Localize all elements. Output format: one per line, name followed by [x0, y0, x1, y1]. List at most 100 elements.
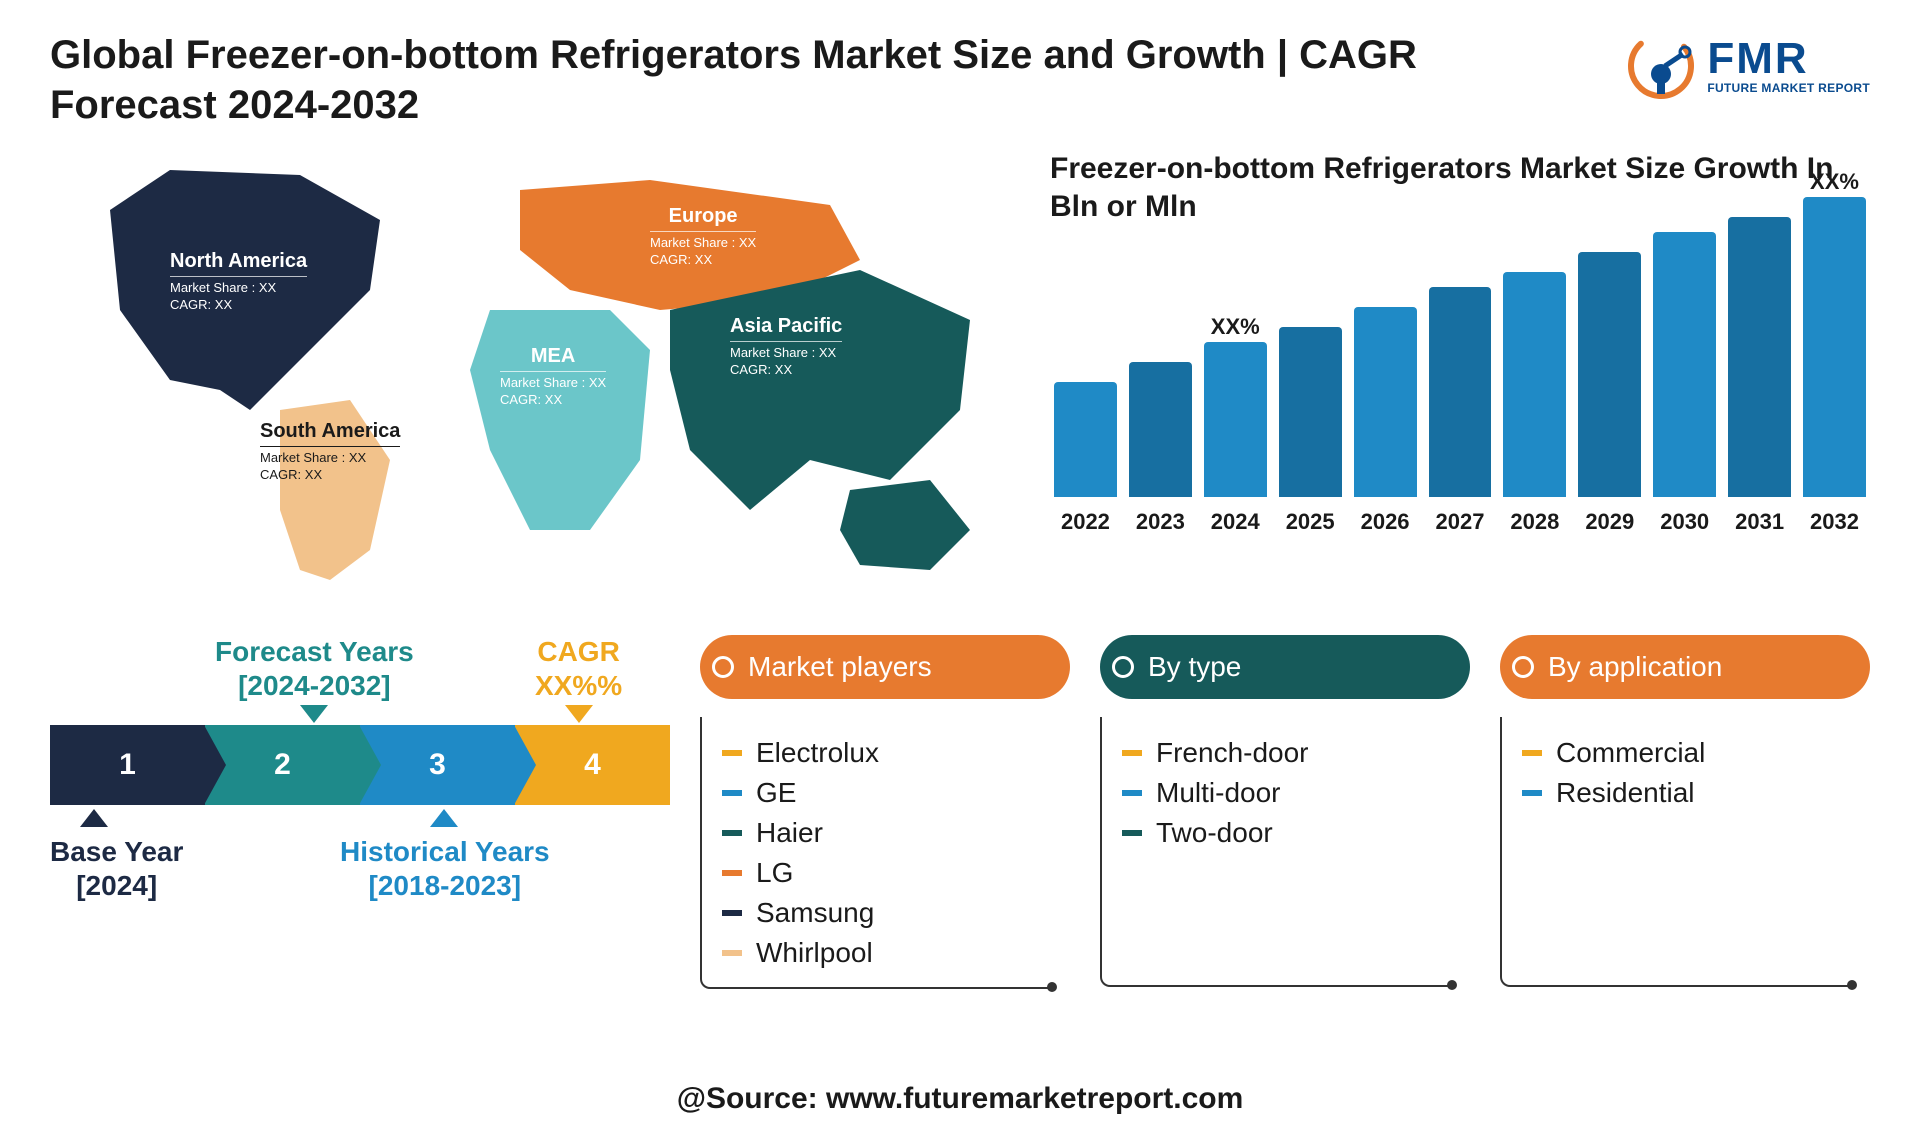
tick-icon: [1122, 750, 1142, 756]
bar-year-label: 2029: [1585, 509, 1634, 535]
list-players: ElectroluxGEHaierLGSamsungWhirlpool: [722, 737, 1042, 969]
list-item-label: LG: [756, 857, 793, 889]
bar-wrap: 2026: [1354, 307, 1417, 535]
list-item: LG: [722, 857, 1042, 889]
tick-icon: [1122, 790, 1142, 796]
region-label-na: North America Market Share : XXCAGR: XX: [170, 250, 307, 314]
list-type: French-door Multi-door Two-door: [1122, 737, 1442, 849]
bar-year-label: 2024: [1211, 509, 1260, 535]
bar-wrap: 2027: [1429, 287, 1492, 535]
tick-icon: [722, 750, 742, 756]
bar-year-label: 2031: [1735, 509, 1784, 535]
bar: [1204, 342, 1267, 497]
region-label-ap: Asia Pacific Market Share : XXCAGR: XX: [730, 315, 842, 379]
list-item: Whirlpool: [722, 937, 1042, 969]
bar-chart-title: Freezer-on-bottom Refrigerators Market S…: [1050, 150, 1870, 225]
timeline: Forecast Years [2024-2032] CAGR XX%% 123…: [50, 635, 670, 805]
bar-wrap: 2028: [1503, 272, 1566, 535]
list-item: Samsung: [722, 897, 1042, 929]
region-shape-ap: [670, 270, 970, 510]
bar-chart-bars: 2022 2023 XX% 2024 2025 2026 20272028 2029 2030 2…: [1050, 235, 1870, 535]
list-item-label: Two-door: [1156, 817, 1273, 849]
list-item: French-door: [1122, 737, 1442, 769]
list-item-label: Samsung: [756, 897, 874, 929]
logo-text-main: FMR: [1707, 37, 1808, 81]
list-item: Multi-door: [1122, 777, 1442, 809]
triangle-down-icon: [565, 705, 593, 723]
chevron-right-icon: [204, 725, 226, 805]
timeline-segment: 1: [50, 725, 205, 805]
bar-annotation: XX%: [1810, 169, 1859, 195]
bar: [1578, 252, 1641, 497]
triangle-up-icon: [80, 809, 108, 827]
bar-wrap: 2031: [1728, 217, 1791, 535]
pill-by-type: By type French-doorMulti-doorTwo-door: [1100, 635, 1470, 987]
bar-year-label: 2032: [1810, 509, 1859, 535]
bar-year-label: 2025: [1286, 509, 1335, 535]
tl-label-cagr: CAGR XX%%: [535, 635, 622, 702]
bar-wrap: 2025: [1279, 327, 1342, 535]
chevron-right-icon: [514, 725, 536, 805]
timeline-segment: 3: [360, 725, 515, 805]
bar-chart: Freezer-on-bottom Refrigerators Market S…: [1050, 150, 1870, 595]
bar-wrap: 2029: [1578, 252, 1641, 535]
timeline-bar: 1234: [50, 725, 670, 805]
bar: [1728, 217, 1791, 497]
tick-icon: [1522, 750, 1542, 756]
pill-market-players: Market players ElectroluxGEHaierLGSamsun…: [700, 635, 1070, 989]
list-item-label: Residential: [1556, 777, 1695, 809]
tick-icon: [722, 830, 742, 836]
page-title: Global Freezer-on-bottom Refrigerators M…: [50, 30, 1550, 130]
pill-title: Market players: [748, 651, 932, 683]
bar: [1653, 232, 1716, 497]
circle-icon: [712, 656, 734, 678]
tick-icon: [1122, 830, 1142, 836]
list-item: Residential: [1522, 777, 1842, 809]
region-shape-au: [840, 480, 970, 570]
bar-year-label: 2030: [1660, 509, 1709, 535]
header: Global Freezer-on-bottom Refrigerators M…: [50, 30, 1870, 130]
list-item-label: Haier: [756, 817, 823, 849]
tl-label-base: Base Year [2024]: [50, 835, 183, 902]
bar: [1279, 327, 1342, 497]
list-item-label: French-door: [1156, 737, 1309, 769]
list-item: GE: [722, 777, 1042, 809]
tl-label-historical: Historical Years [2018-2023]: [340, 835, 550, 902]
bar: [1129, 362, 1192, 497]
chevron-right-icon: [359, 725, 381, 805]
tl-label-forecast: Forecast Years [2024-2032]: [215, 635, 414, 702]
list-item: Haier: [722, 817, 1042, 849]
circle-icon: [1512, 656, 1534, 678]
bar-wrap: 2030: [1653, 232, 1716, 535]
fmr-logo-icon: [1625, 30, 1697, 102]
timeline-segment: 2: [205, 725, 360, 805]
tick-icon: [722, 790, 742, 796]
fmr-logo: FMR FUTURE MARKET REPORT: [1625, 30, 1870, 102]
list-item: Commercial: [1522, 737, 1842, 769]
pill-by-application: By application Commercial Residential: [1500, 635, 1870, 987]
bar: [1429, 287, 1492, 497]
triangle-down-icon: [300, 705, 328, 723]
list-item: Two-door: [1122, 817, 1442, 849]
tick-icon: [722, 870, 742, 876]
bar-year-label: 2022: [1061, 509, 1110, 535]
logo-text-sub: FUTURE MARKET REPORT: [1707, 81, 1870, 95]
region-label-sa: South America Market Share : XXCAGR: XX: [260, 420, 400, 484]
bar-year-label: 2023: [1136, 509, 1185, 535]
triangle-up-icon: [430, 809, 458, 827]
tick-icon: [1522, 790, 1542, 796]
bar-year-label: 2026: [1361, 509, 1410, 535]
list-application: Commercial Residential: [1522, 737, 1842, 809]
list-item-label: Whirlpool: [756, 937, 873, 969]
source-text: @Source: www.futuremarketreport.com: [677, 1082, 1244, 1116]
tick-icon: [722, 910, 742, 916]
bar-wrap: 2023: [1129, 362, 1192, 535]
pill-title: By application: [1548, 651, 1722, 683]
world-map: North America Market Share : XXCAGR: XX …: [50, 150, 1010, 590]
bar-annotation: XX%: [1211, 314, 1260, 340]
bar: [1054, 382, 1117, 497]
bar-wrap: 2022: [1054, 382, 1117, 535]
region-label-eu: Europe Market Share : XXCAGR: XX: [650, 205, 756, 269]
tick-icon: [722, 950, 742, 956]
region-shape-mea: [470, 310, 650, 530]
